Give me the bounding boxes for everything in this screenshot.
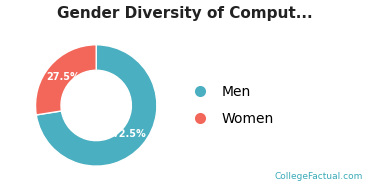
Text: Gender Diversity of Comput...: Gender Diversity of Comput...	[57, 6, 313, 21]
Legend: Men, Women: Men, Women	[186, 85, 273, 126]
Text: 72.5%: 72.5%	[112, 129, 146, 139]
Wedge shape	[36, 45, 157, 166]
Text: 27.5%: 27.5%	[46, 72, 80, 82]
Wedge shape	[36, 45, 96, 115]
Text: CollegeFactual.com: CollegeFactual.com	[274, 172, 363, 181]
